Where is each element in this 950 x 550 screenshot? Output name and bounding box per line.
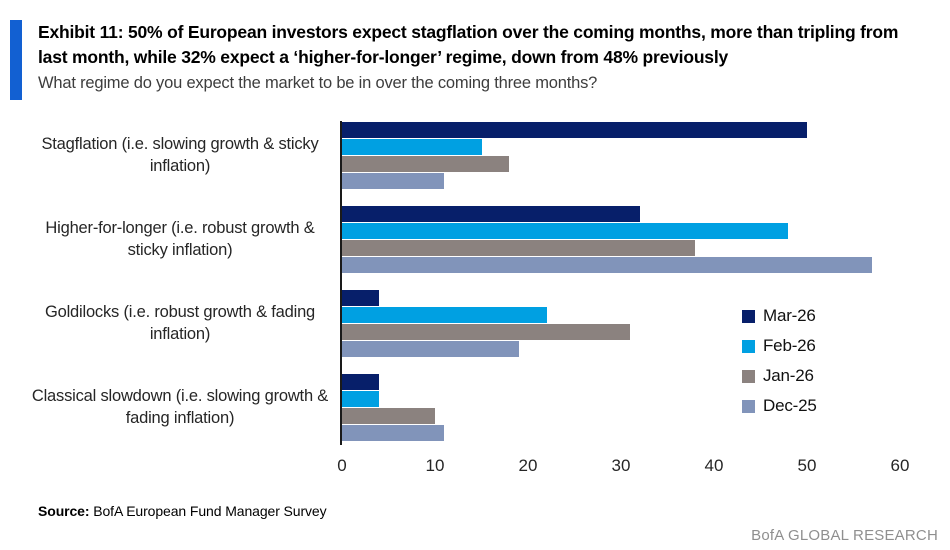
legend-label: Dec-25 <box>763 396 817 415</box>
category-label: Classical slowdown (i.e. slowing growth … <box>31 386 329 427</box>
bar-mar-26 <box>342 206 640 222</box>
title-accent-bar <box>10 20 22 100</box>
bar-jan-26 <box>342 240 696 256</box>
bar-feb-26 <box>342 391 380 407</box>
category-label: Goldilocks (i.e. robust growth & fading … <box>44 302 316 343</box>
bar-mar-26 <box>342 122 807 138</box>
category-labels-column: Stagflation (i.e. slowing growth & stick… <box>0 122 332 443</box>
legend-item: Dec-25 <box>742 395 817 417</box>
bar-dec-25 <box>342 173 445 189</box>
bar-feb-26 <box>342 139 482 155</box>
x-tick-label: 40 <box>704 456 724 475</box>
x-tick-label: 30 <box>611 456 631 475</box>
x-tick-label: 60 <box>890 456 910 475</box>
plot-area <box>342 122 900 443</box>
category-label: Stagflation (i.e. slowing growth & stick… <box>41 134 319 175</box>
source-line: Source: BofA European Fund Manager Surve… <box>38 503 327 519</box>
legend-item: Feb-26 <box>742 335 817 357</box>
legend-swatch-icon <box>742 369 755 383</box>
bar-group <box>342 290 900 357</box>
legend-swatch-icon <box>742 399 755 413</box>
bar-group <box>342 374 900 441</box>
bar-feb-26 <box>342 223 789 239</box>
header: Exhibit 11: 50% of European investors ex… <box>10 20 920 100</box>
legend-label: Jan-26 <box>763 366 814 385</box>
bar-dec-25 <box>342 257 873 273</box>
source-text: BofA European Fund Manager Survey <box>89 503 327 519</box>
brand-footer: BofA GLOBAL RESEARCH <box>751 527 938 544</box>
bar-dec-25 <box>342 341 519 357</box>
x-tick-label: 10 <box>425 456 445 475</box>
bar-jan-26 <box>342 408 435 424</box>
exhibit-title: Exhibit 11: 50% of European investors ex… <box>38 22 899 67</box>
category-label: Higher-for-longer (i.e. robust growth & … <box>45 218 315 259</box>
x-axis-ticks: 0 10 20 30 40 50 60 <box>337 456 909 478</box>
legend-item: Mar-26 <box>742 305 817 327</box>
bar-mar-26 <box>342 290 380 306</box>
bar-group <box>342 122 900 189</box>
legend: Mar-26 Feb-26 Jan-26 Dec-25 <box>742 305 817 425</box>
legend-item: Jan-26 <box>742 365 817 387</box>
x-tick-label: 50 <box>797 456 817 475</box>
bar-jan-26 <box>342 156 510 172</box>
source-label: Source: <box>38 503 90 519</box>
legend-label: Feb-26 <box>763 336 816 355</box>
x-tick-label: 0 <box>337 456 347 475</box>
bar-dec-25 <box>342 425 445 441</box>
y-axis-line <box>340 121 342 445</box>
bar-feb-26 <box>342 307 547 323</box>
legend-swatch-icon <box>742 309 755 323</box>
bar-jan-26 <box>342 324 631 340</box>
header-text: Exhibit 11: 50% of European investors ex… <box>38 20 918 100</box>
bar-mar-26 <box>342 374 380 390</box>
legend-swatch-icon <box>742 339 755 353</box>
bar-group <box>342 206 900 273</box>
survey-question-subtitle: What regime do you expect the market to … <box>38 73 598 92</box>
x-tick-label: 20 <box>518 456 538 475</box>
legend-label: Mar-26 <box>763 306 816 325</box>
